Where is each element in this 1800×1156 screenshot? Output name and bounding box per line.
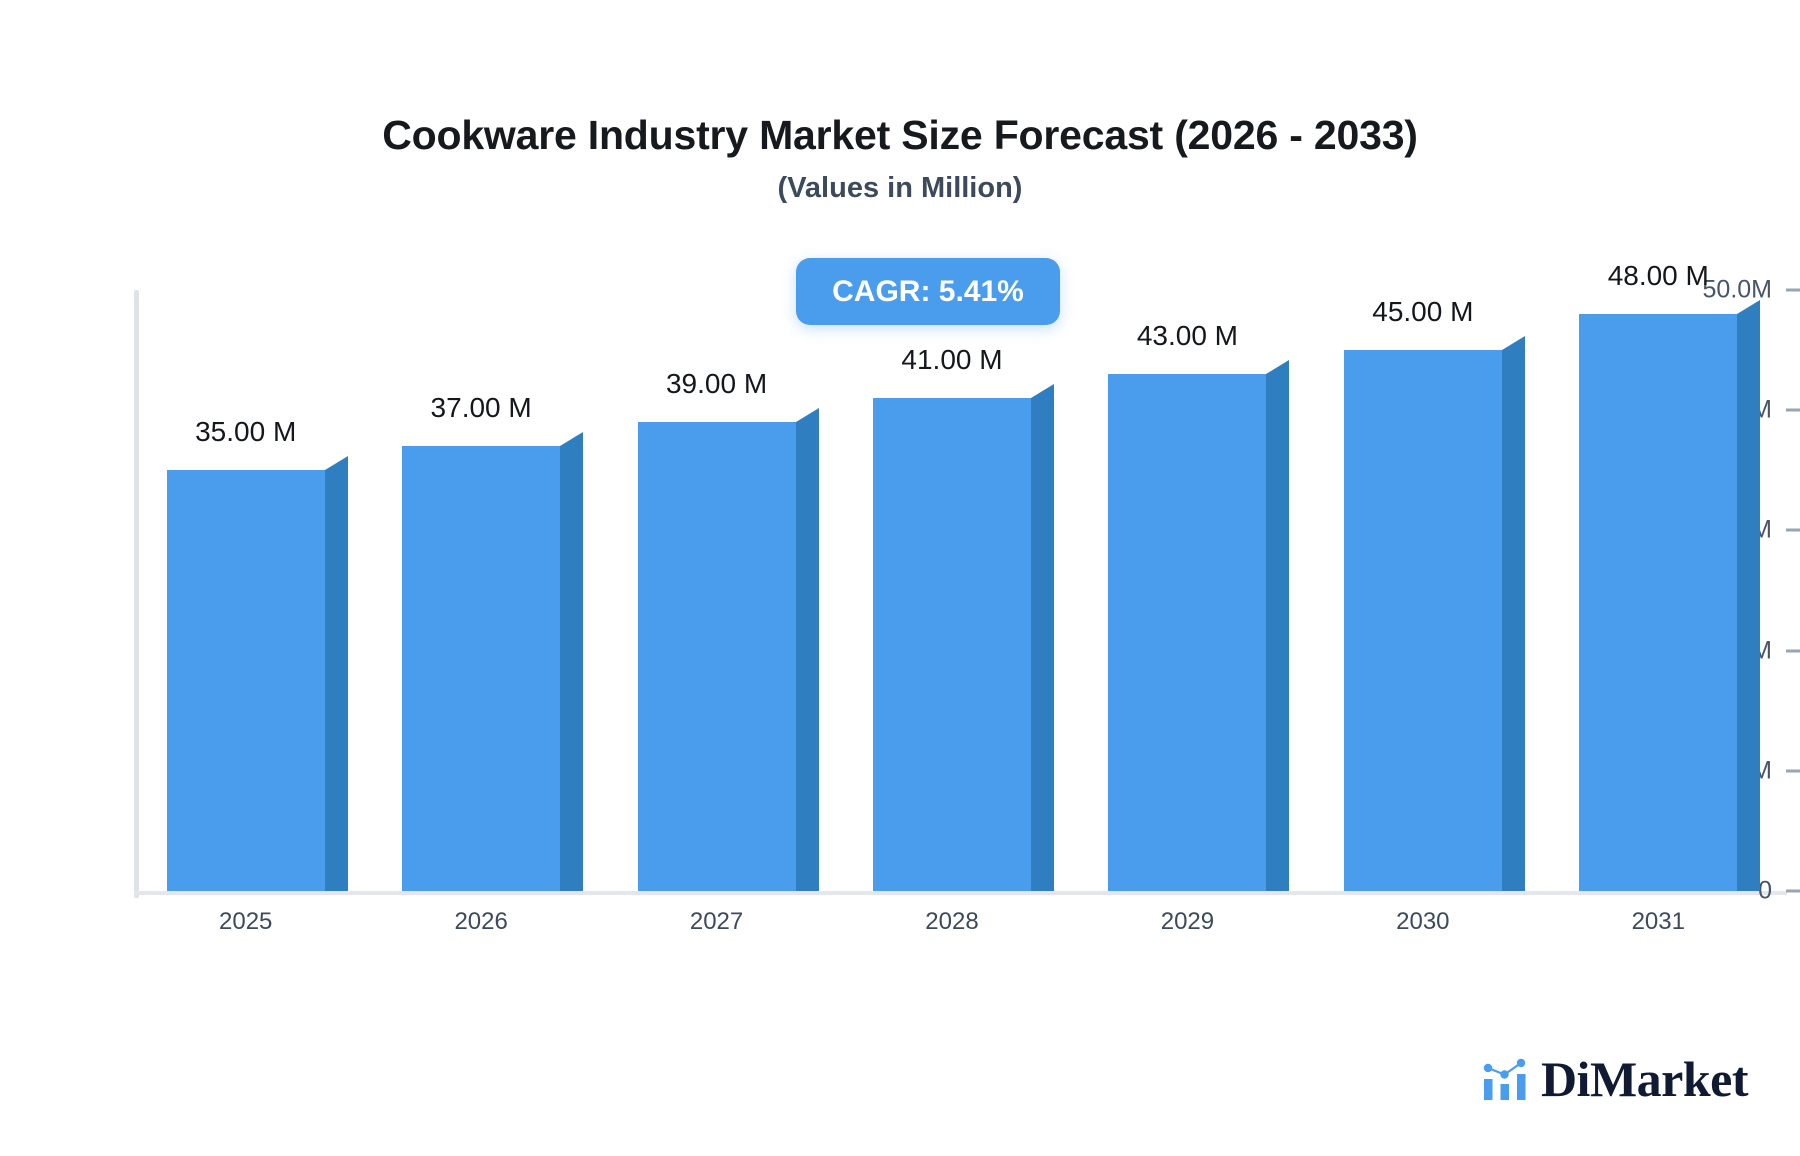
bar-value-label: 43.00 M	[1136, 320, 1238, 352]
x-axis-tick-label: 2030	[1396, 908, 1450, 935]
x-axis-tick-label: 2028	[925, 908, 979, 935]
bar-top-bevel	[795, 408, 819, 423]
x-axis-tick-label: 2027	[689, 908, 744, 935]
bar-value-label: 41.00 M	[901, 344, 1003, 376]
bar[interactable]	[166, 456, 348, 891]
bar[interactable]	[1108, 360, 1290, 891]
bar-value-label: 48.00 M	[1607, 260, 1709, 292]
y-axis-tick-mark	[1786, 769, 1800, 773]
x-axis-tick-label: 2029	[1160, 908, 1215, 935]
bar[interactable]	[1343, 336, 1525, 891]
cagr-badge: CAGR: 5.41%	[796, 258, 1060, 325]
x-axis-tick-label: 2031	[1631, 908, 1685, 935]
bar-top-bevel	[1501, 336, 1525, 351]
bar-side-face	[1737, 314, 1761, 891]
y-axis-tick: 0	[1666, 877, 1800, 906]
bar-group[interactable]: 45.00 M 2030	[1343, 280, 1525, 935]
brand-name: DiMarket	[1540, 1051, 1749, 1107]
y-axis-tick-mark	[1786, 288, 1800, 292]
bar-side-face	[1501, 350, 1525, 891]
page-title: Cookware Industry Market Size Forecast (…	[382, 112, 1418, 158]
bar[interactable]	[402, 432, 584, 891]
bar-top-bevel	[324, 456, 348, 471]
bar-top-bevel	[560, 432, 584, 447]
bar-group[interactable]: 37.00 M 2026	[402, 280, 584, 935]
bar-top-bevel	[1737, 300, 1761, 315]
cagr-badge-label: CAGR: 5.41%	[832, 274, 1024, 308]
bar-group[interactable]: 48.00 M 2031	[1579, 260, 1761, 935]
page-subtitle: (Values in Million)	[777, 172, 1023, 204]
x-axis-line	[134, 891, 1787, 895]
bar-group[interactable]: 35.00 M 2025	[166, 280, 348, 935]
bar-top-bevel	[1266, 360, 1290, 375]
bar-value-label: 35.00 M	[195, 416, 297, 448]
bar-group[interactable]: 43.00 M 2029	[1108, 280, 1290, 935]
bar-value-label: 39.00 M	[665, 368, 768, 400]
bar-side-face	[560, 446, 584, 891]
bar-value-label: 37.00 M	[430, 392, 532, 424]
bar-side-face	[1266, 374, 1290, 891]
bar-chart-icon	[1482, 1057, 1528, 1101]
y-axis-tick-label: 0	[1758, 876, 1772, 905]
bar-side-face	[1031, 398, 1054, 891]
y-axis-tick: 50.0M	[1666, 276, 1800, 305]
bar-group[interactable]: 41.00 M 2028	[873, 280, 1054, 935]
x-axis-tick-label: 2025	[219, 908, 273, 935]
y-axis-tick-label: 50.0M	[1702, 275, 1772, 304]
bar-group[interactable]: 39.00 M 2027	[637, 280, 819, 935]
bar-series: 35.00 M 2025 37.00 M 2026 39.00 M 2027 41.00 M…	[139, 260, 1787, 935]
y-axis-tick-mark	[1786, 528, 1800, 532]
bar[interactable]	[1579, 300, 1761, 891]
y-axis-tick-mark	[1786, 889, 1800, 893]
y-axis-tick-mark	[1786, 408, 1800, 412]
bar[interactable]	[873, 384, 1054, 891]
bar-side-face	[324, 470, 348, 891]
y-axis-tick-mark	[1786, 649, 1800, 653]
bar-side-face	[795, 422, 819, 891]
bar-value-label: 45.00 M	[1372, 296, 1474, 328]
x-axis-tick-label: 2026	[454, 908, 508, 935]
bar[interactable]	[637, 408, 819, 891]
y-axis-line	[134, 290, 139, 898]
bar-top-bevel	[1031, 384, 1054, 399]
brand-logo: DiMarket	[1482, 1050, 1749, 1108]
